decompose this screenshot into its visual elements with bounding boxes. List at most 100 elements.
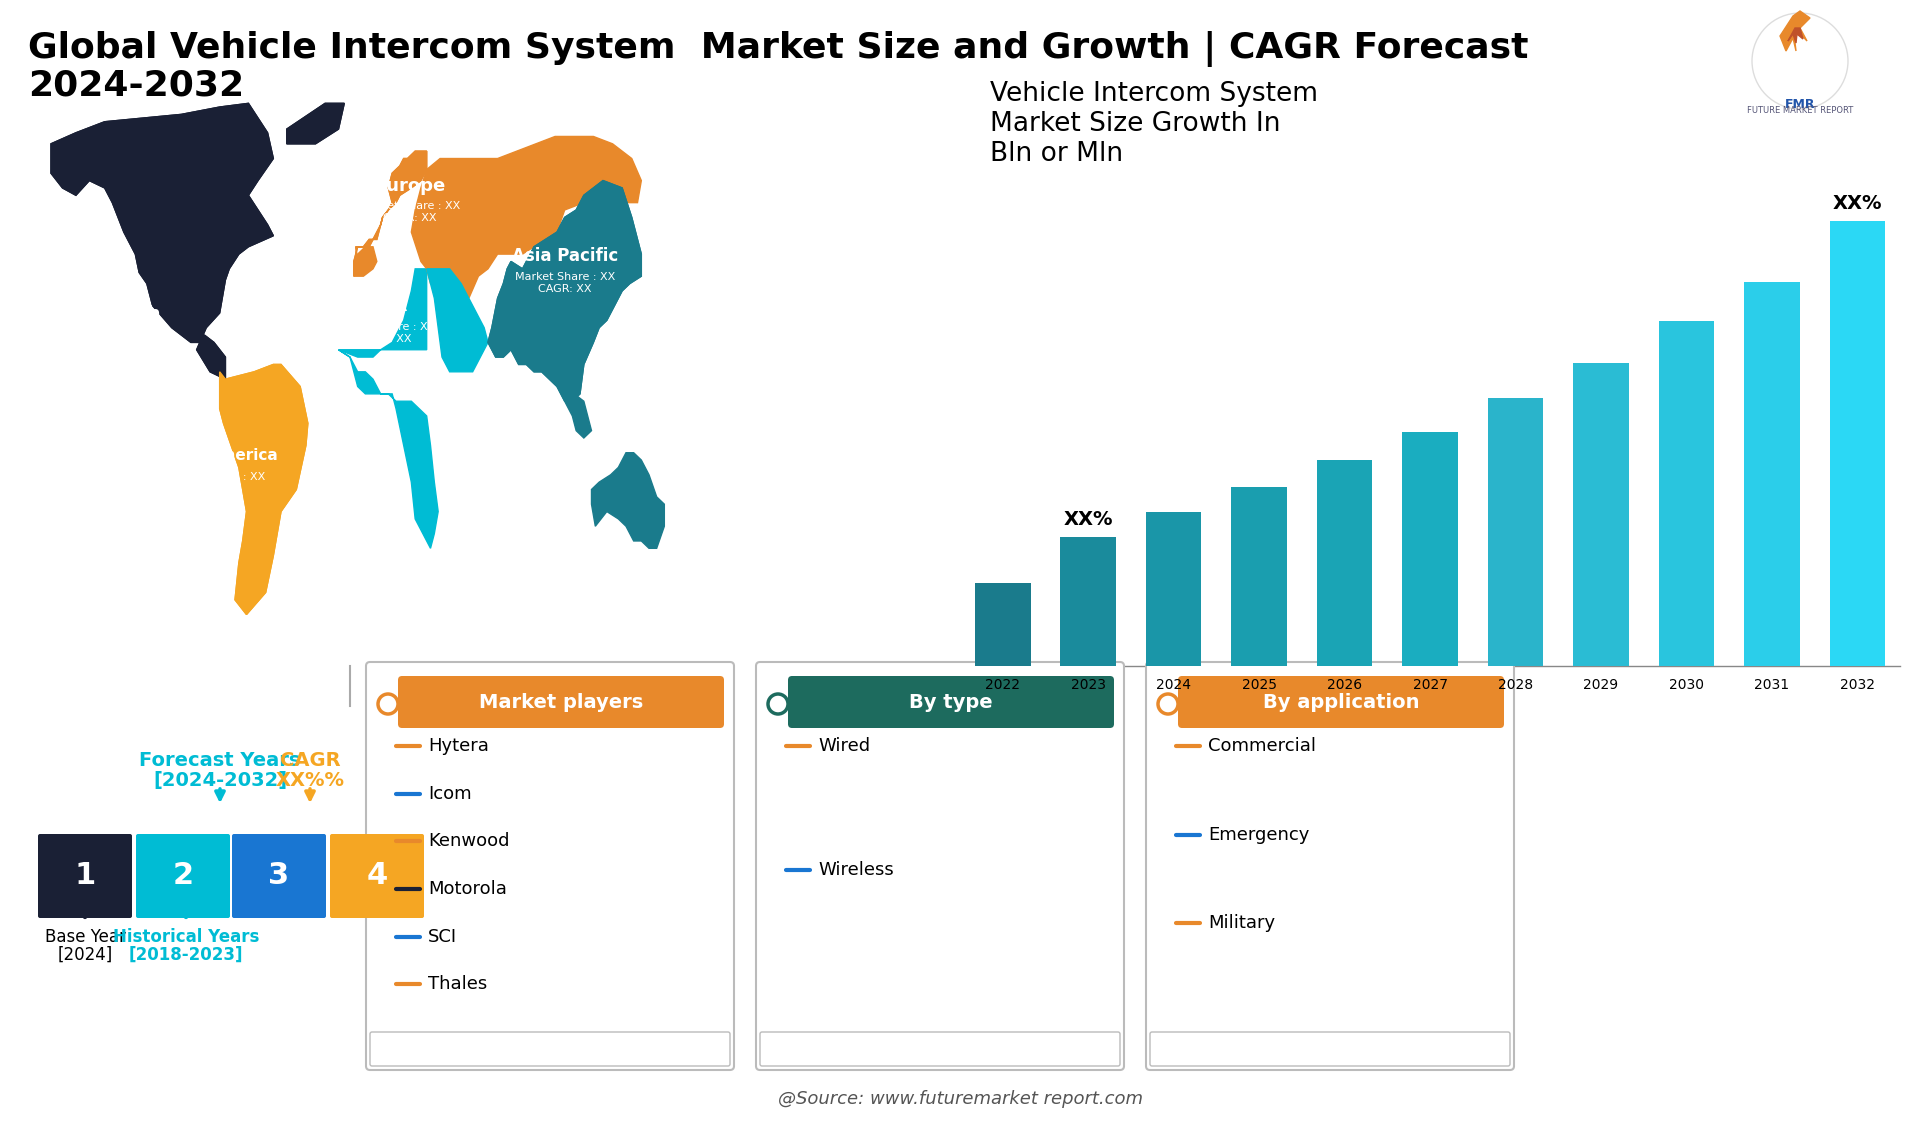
Text: CAGR: XX: CAGR: XX <box>538 284 591 295</box>
Circle shape <box>1158 694 1179 714</box>
Text: CAGR: XX: CAGR: XX <box>188 484 242 494</box>
Text: Market Share : XX: Market Share : XX <box>334 322 436 332</box>
Polygon shape <box>411 136 641 298</box>
Polygon shape <box>338 350 438 548</box>
Text: Thales: Thales <box>428 975 488 994</box>
Polygon shape <box>353 246 376 276</box>
Text: Market Share : XX: Market Share : XX <box>359 201 461 211</box>
FancyBboxPatch shape <box>1146 662 1515 1070</box>
Text: Market players: Market players <box>478 692 643 712</box>
Polygon shape <box>52 103 273 379</box>
Polygon shape <box>286 103 344 143</box>
Text: 2024-2032: 2024-2032 <box>29 68 244 102</box>
Text: North
America: North America <box>84 306 175 346</box>
FancyBboxPatch shape <box>371 1033 730 1066</box>
Text: 2030: 2030 <box>1668 678 1703 692</box>
Text: Motorola: Motorola <box>428 880 507 898</box>
Bar <box>1317 460 1373 666</box>
Text: Global Vehicle Intercom System  Market Size and Growth | CAGR Forecast: Global Vehicle Intercom System Market Si… <box>29 31 1528 66</box>
Text: Market Share : XX: Market Share : XX <box>73 356 186 369</box>
Text: 2027: 2027 <box>1413 678 1448 692</box>
Text: XX%: XX% <box>1064 510 1114 529</box>
Polygon shape <box>1780 11 1811 52</box>
Text: Icom: Icom <box>428 785 472 802</box>
Polygon shape <box>564 386 591 438</box>
Bar <box>1743 282 1799 666</box>
Text: SCI: SCI <box>428 928 457 945</box>
Text: @Source: www.futuremarket report.com: @Source: www.futuremarket report.com <box>778 1090 1142 1108</box>
FancyBboxPatch shape <box>397 676 724 728</box>
FancyBboxPatch shape <box>756 662 1123 1070</box>
FancyBboxPatch shape <box>136 834 230 918</box>
Bar <box>1402 432 1457 666</box>
Text: MEA: MEA <box>363 297 407 315</box>
Text: [2018-2023]: [2018-2023] <box>129 945 244 964</box>
Text: Vehicle Intercom System
Market Size Growth In
Bln or Mln: Vehicle Intercom System Market Size Grow… <box>991 81 1317 167</box>
FancyBboxPatch shape <box>330 834 424 918</box>
Text: FMR: FMR <box>1786 99 1814 111</box>
Text: 2024: 2024 <box>1156 678 1190 692</box>
Text: Market Share : XX: Market Share : XX <box>165 472 265 482</box>
FancyBboxPatch shape <box>1150 1033 1509 1066</box>
Text: XX%: XX% <box>1832 195 1882 213</box>
FancyBboxPatch shape <box>1179 676 1503 728</box>
Text: By type: By type <box>910 692 993 712</box>
Text: CAGR: XX: CAGR: XX <box>384 213 436 223</box>
Text: 2028: 2028 <box>1498 678 1532 692</box>
Text: Europe: Europe <box>374 176 445 195</box>
Bar <box>1060 537 1116 666</box>
Polygon shape <box>488 181 641 401</box>
Circle shape <box>378 694 397 714</box>
Text: Historical Years: Historical Years <box>113 928 259 945</box>
Text: [2024]: [2024] <box>58 945 113 964</box>
Text: 2029: 2029 <box>1584 678 1619 692</box>
Text: Base Year: Base Year <box>44 928 125 945</box>
Bar <box>1659 321 1715 666</box>
FancyBboxPatch shape <box>38 834 132 918</box>
Text: 2023: 2023 <box>1071 678 1106 692</box>
Polygon shape <box>286 103 344 143</box>
Text: By application: By application <box>1263 692 1419 712</box>
Bar <box>975 583 1031 666</box>
Text: 2022: 2022 <box>985 678 1020 692</box>
Text: 2: 2 <box>173 862 194 890</box>
Text: 2026: 2026 <box>1327 678 1361 692</box>
Polygon shape <box>353 151 426 276</box>
Polygon shape <box>591 453 664 548</box>
Polygon shape <box>219 364 307 614</box>
Text: Military: Military <box>1208 915 1275 932</box>
Text: 3: 3 <box>269 862 290 890</box>
Text: Asia Pacific: Asia Pacific <box>513 248 618 265</box>
Text: Kenwood: Kenwood <box>428 832 509 850</box>
Text: 2031: 2031 <box>1755 678 1789 692</box>
Circle shape <box>1751 13 1847 109</box>
Bar <box>1572 362 1628 666</box>
Polygon shape <box>338 269 426 358</box>
Polygon shape <box>52 103 273 379</box>
Text: 4: 4 <box>367 862 388 890</box>
Text: Wireless: Wireless <box>818 861 893 879</box>
FancyBboxPatch shape <box>787 676 1114 728</box>
Polygon shape <box>219 364 307 614</box>
Text: [2024-2032]: [2024-2032] <box>154 771 288 790</box>
Text: CAGR: XX: CAGR: XX <box>100 370 159 383</box>
Text: South America: South America <box>152 448 278 463</box>
Text: XX%%: XX%% <box>275 771 344 790</box>
Bar <box>1830 221 1885 666</box>
Bar <box>1146 512 1202 666</box>
Text: Forecast Years: Forecast Years <box>140 751 301 770</box>
FancyBboxPatch shape <box>367 662 733 1070</box>
Text: CAGR: XX: CAGR: XX <box>359 333 411 344</box>
Text: 2032: 2032 <box>1839 678 1874 692</box>
Text: Hytera: Hytera <box>428 737 490 755</box>
Text: 2025: 2025 <box>1242 678 1277 692</box>
Text: FUTURE MARKET REPORT: FUTURE MARKET REPORT <box>1747 105 1853 115</box>
Bar <box>1488 399 1544 666</box>
Polygon shape <box>426 269 488 371</box>
Circle shape <box>768 694 787 714</box>
Text: Wired: Wired <box>818 737 870 755</box>
Polygon shape <box>1788 28 1803 44</box>
FancyBboxPatch shape <box>232 834 326 918</box>
Text: CAGR: CAGR <box>280 751 340 770</box>
Polygon shape <box>488 181 641 401</box>
